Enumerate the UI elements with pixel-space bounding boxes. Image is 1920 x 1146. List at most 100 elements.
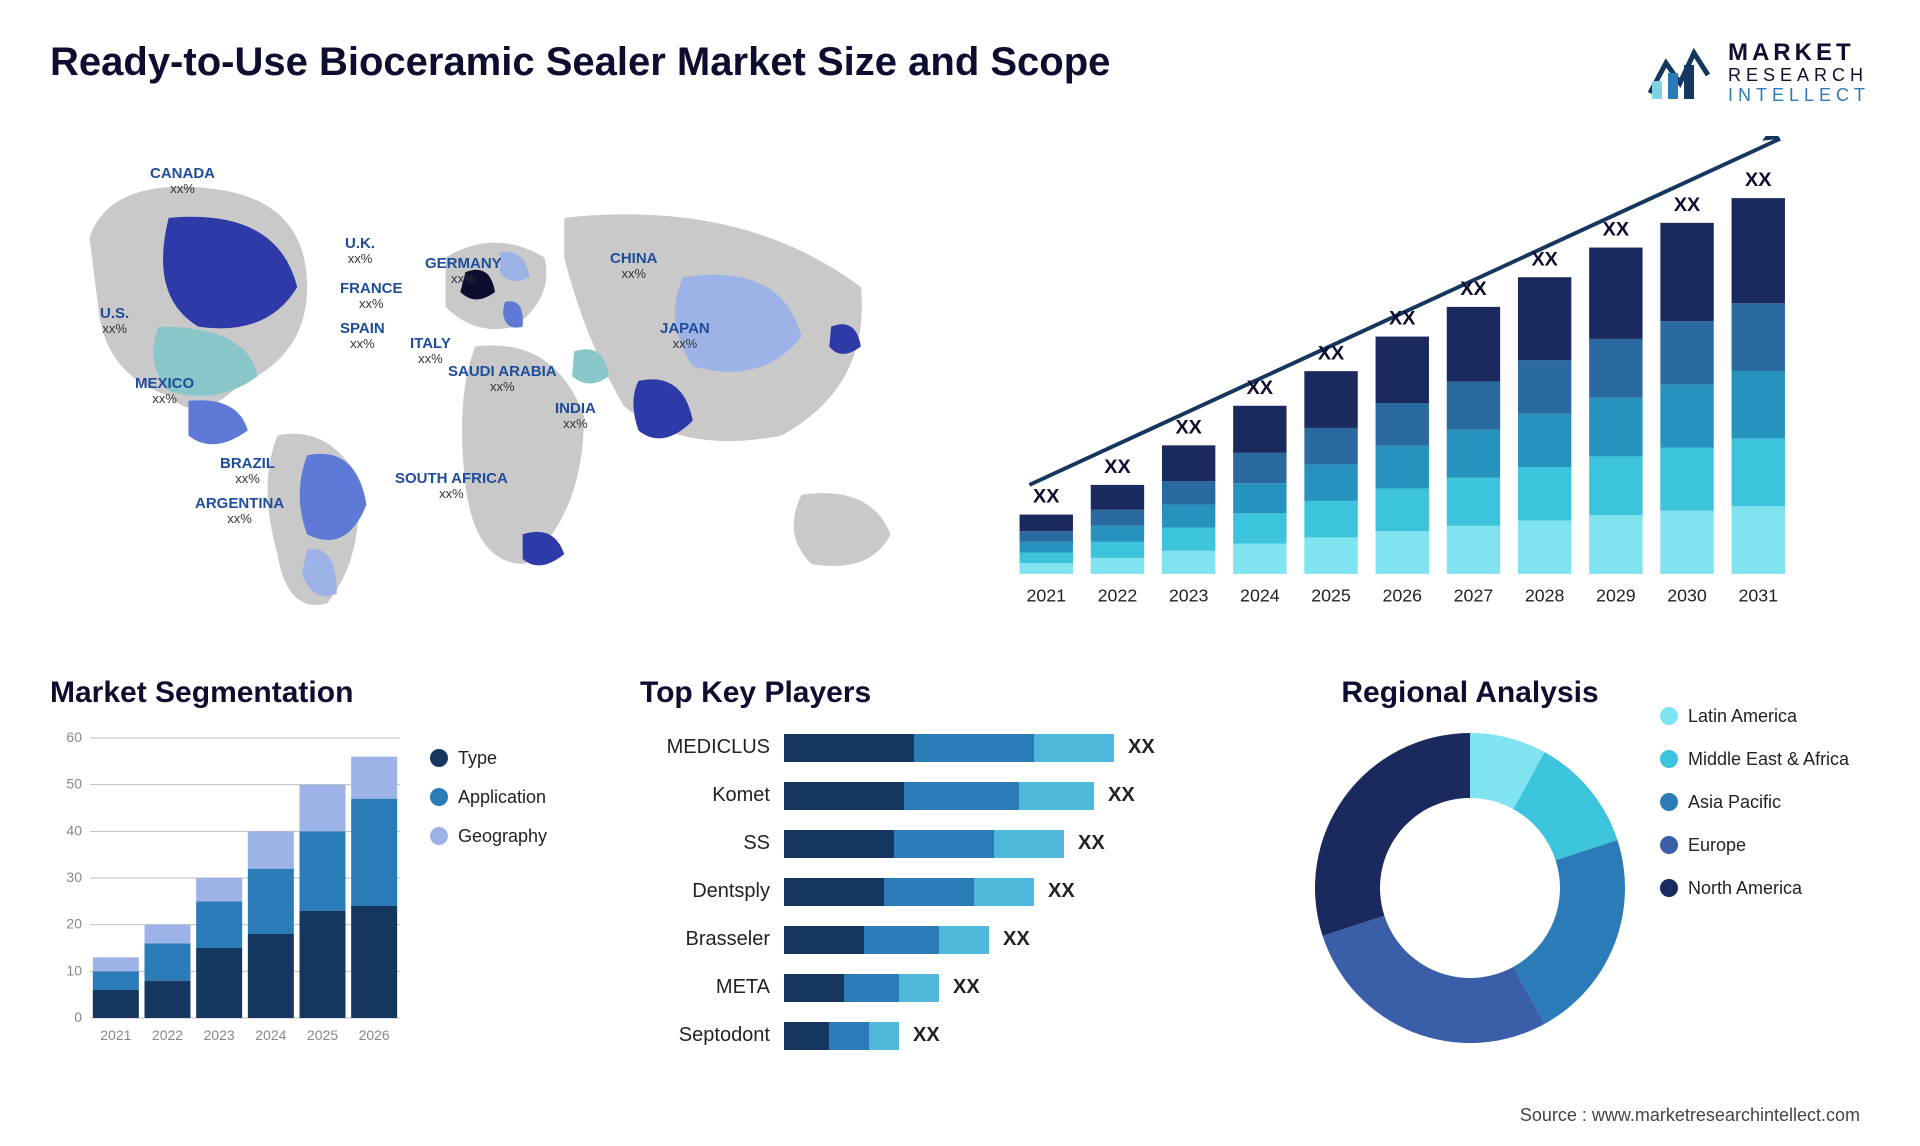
legend-label: Middle East & Africa xyxy=(1688,749,1849,770)
map-label: FRANCExx% xyxy=(340,281,403,312)
player-bar xyxy=(784,974,939,1002)
key-players-title: Top Key Players xyxy=(640,676,1280,710)
svg-text:2026: 2026 xyxy=(359,1027,390,1043)
player-bar-seg xyxy=(899,974,939,1002)
player-bar-seg xyxy=(939,926,989,954)
legend-label: Latin America xyxy=(1688,706,1797,727)
svg-text:XX: XX xyxy=(1460,278,1487,300)
player-bar-seg xyxy=(784,974,844,1002)
player-bar-seg xyxy=(784,782,904,810)
bottom-row: Market Segmentation 01020304050602021202… xyxy=(50,676,1870,1106)
map-label: SAUDI ARABIAxx% xyxy=(448,364,557,395)
player-bar xyxy=(784,878,1034,906)
growth-chart-panel: XX2021XX2022XX2023XX2024XX2025XX2026XX20… xyxy=(980,136,1870,636)
map-label: BRAZILxx% xyxy=(220,456,275,487)
svg-text:30: 30 xyxy=(66,869,82,885)
player-bar-seg xyxy=(994,830,1064,858)
player-row: SSXX xyxy=(640,824,1280,864)
legend-dot xyxy=(430,827,448,845)
world-map-panel: CANADAxx%U.S.xx%MEXICOxx%BRAZILxx%ARGENT… xyxy=(50,136,940,636)
legend-dot xyxy=(1660,836,1678,854)
svg-text:2021: 2021 xyxy=(1026,586,1066,606)
legend-label: Geography xyxy=(458,826,547,847)
player-bar-seg xyxy=(1034,734,1114,762)
growth-chart: XX2021XX2022XX2023XX2024XX2025XX2026XX20… xyxy=(980,136,1870,636)
svg-text:2026: 2026 xyxy=(1382,586,1422,606)
legend-dot xyxy=(1660,707,1678,725)
header: Ready-to-Use Bioceramic Sealer Market Si… xyxy=(50,40,1870,106)
player-row: Septodont XX xyxy=(640,1016,1280,1056)
map-label: CHINAxx% xyxy=(610,251,658,282)
player-value: XX xyxy=(1128,736,1155,759)
svg-text:2021: 2021 xyxy=(100,1027,131,1043)
regional-legend: Latin AmericaMiddle East & AfricaAsia Pa… xyxy=(1660,706,1849,899)
legend-label: Type xyxy=(458,748,497,769)
player-row: MEDICLUSXX xyxy=(640,728,1280,768)
source-line: Source : www.marketresearchintellect.com xyxy=(1520,1105,1860,1126)
regional-donut xyxy=(1310,728,1630,1048)
map-label: U.S.xx% xyxy=(100,306,129,337)
svg-text:XX: XX xyxy=(1603,219,1630,241)
player-bar-seg xyxy=(829,1022,869,1050)
page-title: Ready-to-Use Bioceramic Sealer Market Si… xyxy=(50,40,1110,85)
svg-text:40: 40 xyxy=(66,822,82,838)
svg-text:10: 10 xyxy=(66,962,82,978)
key-players-panel: Top Key Players MEDICLUSXXKometXXSSXXDen… xyxy=(640,676,1280,1106)
regional-panel: Regional Analysis Latin AmericaMiddle Ea… xyxy=(1310,676,1870,1106)
segmentation-chart: 0102030405060202120222023202420252026 xyxy=(50,728,410,1058)
segmentation-title: Market Segmentation xyxy=(50,676,610,710)
legend-item: North America xyxy=(1660,878,1849,899)
player-bar-seg xyxy=(784,878,884,906)
legend-label: Application xyxy=(458,787,546,808)
logo-text: MARKET RESEARCH INTELLECT xyxy=(1728,40,1870,106)
svg-text:2030: 2030 xyxy=(1667,586,1707,606)
segmentation-panel: Market Segmentation 01020304050602021202… xyxy=(50,676,610,1106)
legend-label: Europe xyxy=(1688,835,1746,856)
player-name: META xyxy=(640,976,770,999)
player-bar-seg xyxy=(974,878,1034,906)
player-name: Komet xyxy=(640,784,770,807)
player-bar xyxy=(784,734,1114,762)
svg-text:2024: 2024 xyxy=(255,1027,286,1043)
player-value: XX xyxy=(1078,832,1105,855)
map-label: U.K.xx% xyxy=(345,236,375,267)
player-bar-seg xyxy=(784,830,894,858)
svg-text:XX: XX xyxy=(1745,169,1772,191)
legend-item: Application xyxy=(430,787,547,808)
legend-dot xyxy=(430,788,448,806)
player-bar xyxy=(784,830,1064,858)
map-label: ARGENTINAxx% xyxy=(195,496,284,527)
svg-text:XX: XX xyxy=(1531,248,1558,270)
svg-text:2022: 2022 xyxy=(1098,586,1138,606)
segmentation-legend: Type Application Geography xyxy=(430,748,547,1058)
player-bar-seg xyxy=(864,926,939,954)
player-bar-seg xyxy=(869,1022,899,1050)
legend-label: North America xyxy=(1688,878,1802,899)
logo-line3: INTELLECT xyxy=(1728,86,1870,106)
player-row: BrasselerXX xyxy=(640,920,1280,960)
svg-text:2023: 2023 xyxy=(204,1027,235,1043)
map-label: CANADAxx% xyxy=(150,166,215,197)
svg-text:XX: XX xyxy=(1175,416,1202,438)
player-row: KometXX xyxy=(640,776,1280,816)
svg-text:XX: XX xyxy=(1389,308,1416,330)
legend-item: Latin America xyxy=(1660,706,1849,727)
player-bar-seg xyxy=(844,974,899,1002)
player-value: XX xyxy=(913,1024,940,1047)
player-name: Septodont xyxy=(640,1024,770,1047)
player-value: XX xyxy=(953,976,980,999)
svg-text:2025: 2025 xyxy=(307,1027,338,1043)
logo-line1: MARKET xyxy=(1728,40,1870,66)
player-bar-seg xyxy=(894,830,994,858)
player-bar-seg xyxy=(1019,782,1094,810)
player-bar-seg xyxy=(784,734,914,762)
svg-text:XX: XX xyxy=(1033,486,1060,508)
player-row: META XX xyxy=(640,968,1280,1008)
svg-text:XX: XX xyxy=(1104,456,1131,478)
player-bar-seg xyxy=(884,878,974,906)
key-players-list: MEDICLUSXXKometXXSSXXDentsplyXXBrasseler… xyxy=(640,728,1280,1056)
map-label: GERMANYxx% xyxy=(425,256,502,287)
player-bar-seg xyxy=(784,1022,829,1050)
player-bar xyxy=(784,926,989,954)
svg-text:60: 60 xyxy=(66,729,82,745)
